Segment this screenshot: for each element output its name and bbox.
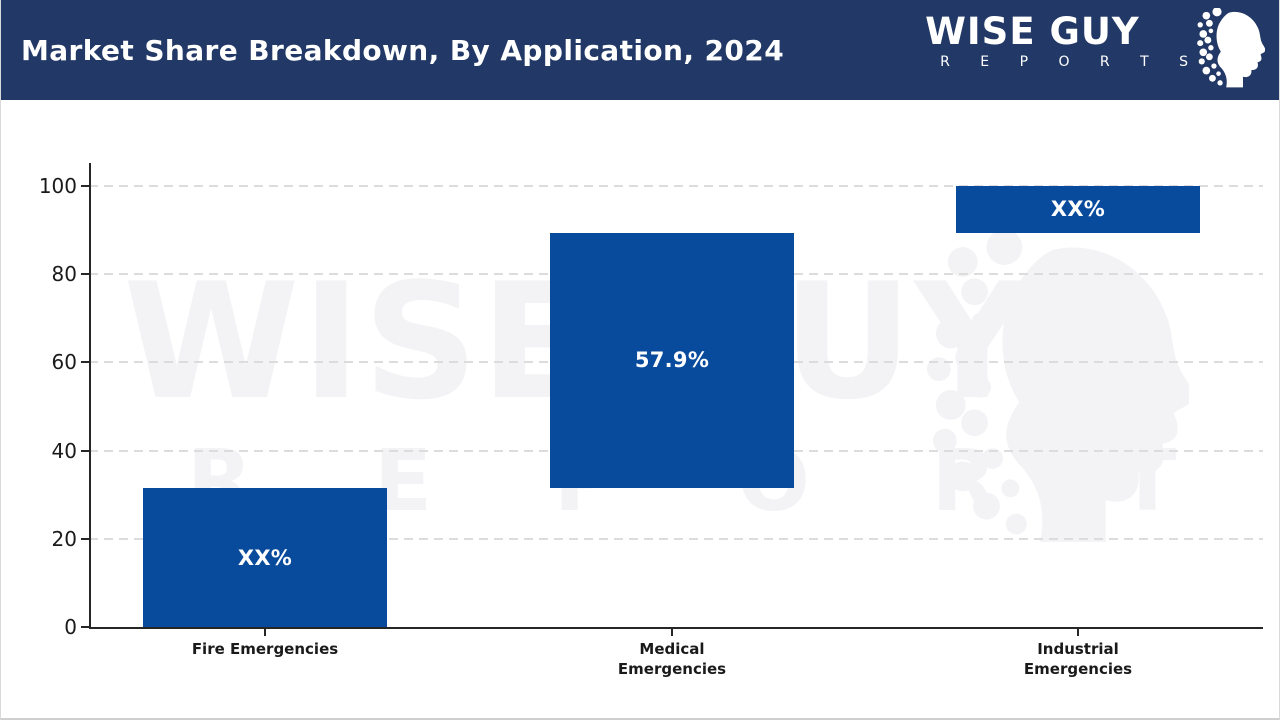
bar-fire-emergencies: XX% <box>143 488 387 627</box>
x-axis-label-fire-emergencies: Fire Emergencies <box>191 640 339 658</box>
header: Market Share Breakdown, By Application, … <box>1 0 1279 100</box>
bar-value-label-medical-emergencies: 57.9% <box>634 348 710 373</box>
watermark-head-icon <box>926 229 1189 542</box>
logo-tagline: R E P O R T S <box>940 53 1201 70</box>
bar-medical-emergencies: 57.9% <box>550 232 794 489</box>
y-axis-tick-80 <box>81 273 89 276</box>
bar-industrial-emergencies: XX% <box>956 186 1200 233</box>
y-axis-tick-label-0: 0 <box>64 615 77 639</box>
chart-area: WISE GUY R E P O R T S 020406080100XX%Fi… <box>1 100 1279 718</box>
x-axis-tick-medical-emergencies <box>671 629 673 636</box>
y-axis-tick-label-80: 80 <box>51 262 77 287</box>
y-axis-tick-label-60: 60 <box>51 350 77 375</box>
y-axis <box>89 163 91 629</box>
y-axis-tick-20 <box>81 537 89 540</box>
gridline-20 <box>89 537 1263 540</box>
x-axis-tick-fire-emergencies <box>264 629 266 636</box>
y-axis-tick-label-40: 40 <box>51 438 77 463</box>
x-axis-label-medical-emergencies: Medical Emergencies <box>617 640 727 678</box>
wise-guy-reports-logo: WISE GUY R E P O R T S <box>925 8 1265 92</box>
y-axis-tick-60 <box>81 361 89 364</box>
x-axis-label-industrial-emergencies: Industrial Emergencies <box>1023 640 1133 678</box>
y-axis-tick-100 <box>81 185 89 187</box>
bar-value-label-industrial-emergencies: XX% <box>1050 197 1106 222</box>
gridline-100 <box>89 185 1263 187</box>
dotted-head-icon <box>1197 8 1265 88</box>
chart-title: Market Share Breakdown, By Application, … <box>21 33 785 67</box>
y-axis-tick-0 <box>81 626 89 628</box>
logo-wordmark: WISE GUY <box>925 10 1140 53</box>
logo-text: WISE GUY R E P O R T S <box>925 10 1201 70</box>
y-axis-tick-label-100: 100 <box>38 174 77 198</box>
bar-value-label-fire-emergencies: XX% <box>237 545 293 570</box>
x-axis <box>89 627 1263 629</box>
y-axis-tick-label-20: 20 <box>51 526 77 551</box>
y-axis-tick-40 <box>81 449 89 452</box>
x-axis-tick-industrial-emergencies <box>1077 629 1079 636</box>
